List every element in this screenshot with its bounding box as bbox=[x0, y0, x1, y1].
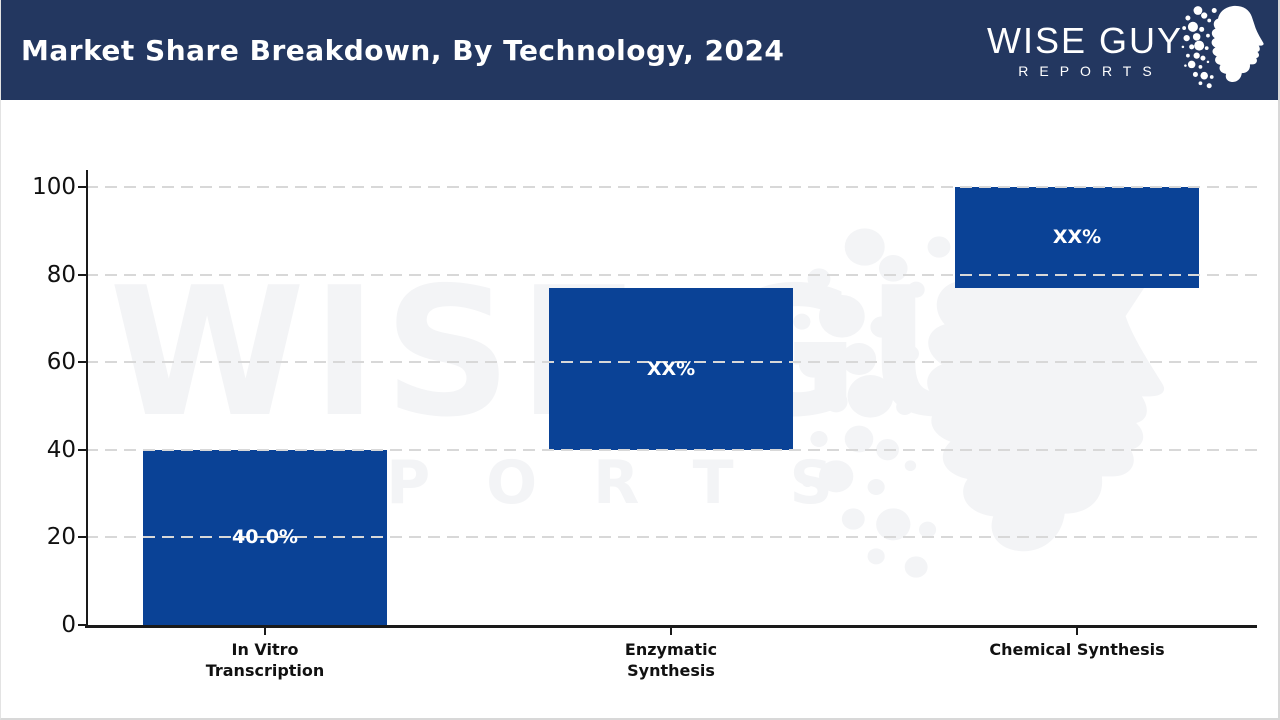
y-tick-mark bbox=[78, 448, 86, 451]
x-tick-label: In Vitro Transcription bbox=[205, 640, 325, 680]
y-tick-label: 60 bbox=[46, 349, 76, 376]
x-tick-label: Chemical Synthesis bbox=[989, 640, 1165, 659]
brand-logo-text: WISE GUY REPORTS bbox=[986, 20, 1183, 80]
header-bar: Market Share Breakdown, By Technology, 2… bbox=[1, 0, 1280, 100]
brand-face-icon bbox=[1179, 3, 1267, 97]
x-tick-mark bbox=[264, 628, 266, 635]
gridline bbox=[86, 536, 1257, 539]
y-tick-label: 100 bbox=[32, 174, 76, 200]
y-tick-label: 20 bbox=[46, 524, 76, 551]
gridline bbox=[86, 273, 1257, 276]
x-tick-mark bbox=[670, 628, 672, 635]
y-tick-label: 40 bbox=[46, 436, 76, 463]
bar-value-label: XX% bbox=[646, 357, 696, 380]
y-axis bbox=[86, 170, 88, 627]
chart-title: Market Share Breakdown, By Technology, 2… bbox=[21, 33, 785, 67]
brand-subtitle: REPORTS bbox=[1018, 63, 1163, 79]
y-tick-mark bbox=[78, 273, 86, 276]
brand-name: WISE GUY bbox=[986, 20, 1183, 61]
y-tick-mark bbox=[78, 624, 86, 626]
x-axis bbox=[85, 625, 1257, 628]
bar-value-label: 40.0% bbox=[232, 526, 298, 549]
gridline bbox=[86, 361, 1257, 364]
y-tick-mark bbox=[78, 536, 86, 539]
bar bbox=[549, 287, 793, 450]
y-tick-label: 80 bbox=[46, 261, 76, 288]
bar-value-label: XX% bbox=[1052, 226, 1102, 249]
brand-logo: WISE GUY REPORTS bbox=[987, 3, 1280, 97]
gridline bbox=[86, 186, 1257, 188]
x-tick-label: Enzymatic Synthesis bbox=[624, 640, 718, 680]
gridline bbox=[86, 448, 1257, 451]
y-tick-mark bbox=[78, 361, 86, 364]
y-tick-mark bbox=[78, 186, 86, 188]
y-tick-label: 0 bbox=[61, 612, 76, 638]
x-tick-mark bbox=[1076, 628, 1078, 635]
